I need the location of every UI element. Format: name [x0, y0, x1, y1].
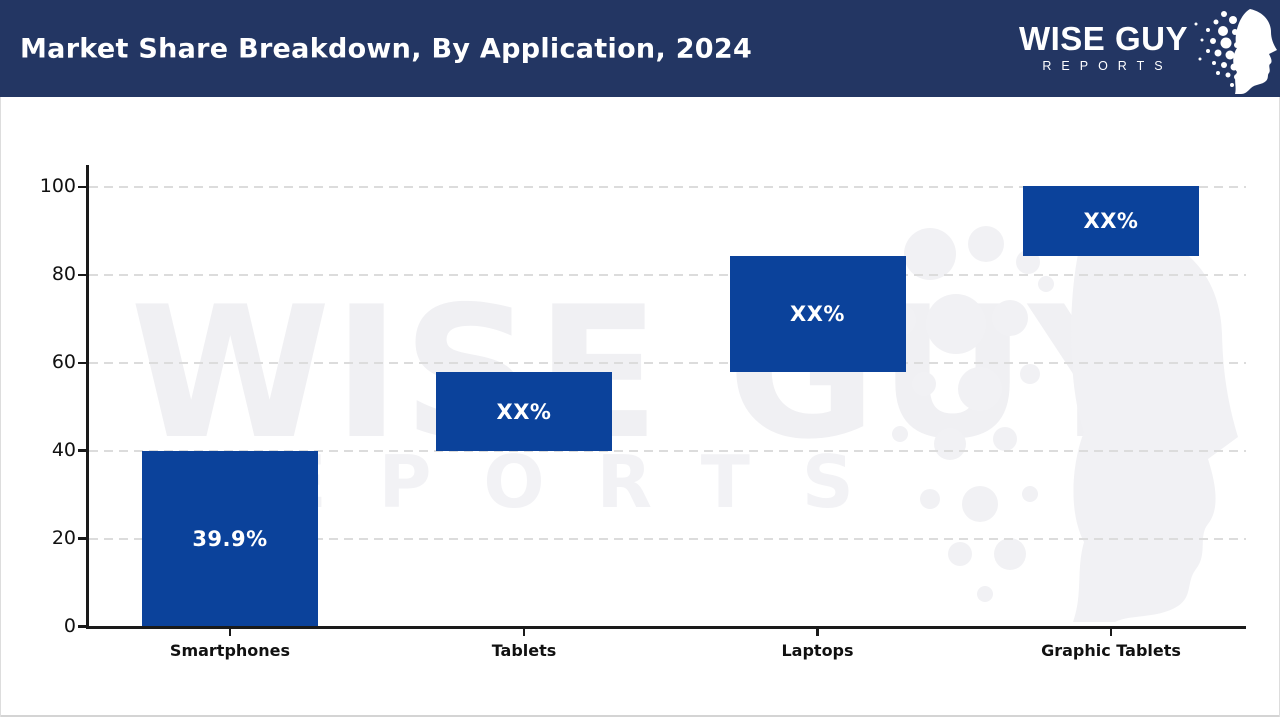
y-tick-label-80: 80 — [51, 262, 76, 285]
watermark-head-icon — [884, 226, 1238, 622]
gridline-60 — [89, 361, 1246, 364]
chart-title: Market Share Breakdown, By Application, … — [20, 33, 753, 64]
bar-label-smartphones: 39.9% — [192, 526, 268, 551]
bar-label-graphic-tablets: XX% — [1083, 209, 1139, 234]
x-axis-spine — [86, 626, 1246, 629]
y-tick-80 — [78, 273, 86, 277]
y-tick-100 — [78, 185, 86, 189]
y-axis-spine — [86, 165, 89, 629]
gridline-20 — [89, 537, 1246, 540]
x-tick-tablets — [522, 629, 526, 636]
left-border-line — [0, 97, 1, 717]
gridline-100 — [89, 186, 1246, 188]
x-tick-laptops — [816, 629, 819, 636]
y-tick-label-0: 0 — [63, 614, 76, 637]
wiseguy-logo: WISE GUY REPORTS — [1019, 0, 1280, 97]
header-bar: Market Share Breakdown, By Application, … — [0, 0, 1280, 97]
y-tick-0 — [78, 625, 86, 628]
bar-laptops: XX% — [729, 256, 906, 373]
y-tick-20 — [78, 537, 86, 540]
bar-smartphones: 39.9% — [142, 451, 318, 627]
logo-wordmark-line1: WISE GUY — [1018, 20, 1188, 57]
bar-graphic-tablets: XX% — [1023, 186, 1199, 256]
x-tick-smartphones — [228, 629, 232, 636]
bottom-border-line — [0, 715, 1280, 717]
y-tick-60 — [78, 361, 86, 365]
bar-tablets: XX% — [436, 372, 612, 452]
logo-head-icon — [1194, 9, 1277, 94]
bar-label-laptops: XX% — [790, 302, 845, 327]
x-category-label-laptops: Laptops — [781, 641, 854, 660]
x-tick-graphic-tablets — [1109, 629, 1113, 636]
y-tick-label-40: 40 — [51, 438, 76, 461]
y-tick-label-60: 60 — [51, 350, 76, 373]
gridline-80 — [89, 273, 1246, 276]
y-tick-40 — [78, 449, 86, 452]
logo-wordmark: WISE GUY REPORTS — [1019, 22, 1188, 73]
x-category-label-smartphones: Smartphones — [169, 641, 291, 660]
x-category-label-graphic-tablets: Graphic Tablets — [1041, 641, 1181, 660]
y-tick-label-100: 100 — [39, 175, 76, 197]
x-category-label-tablets: Tablets — [491, 641, 557, 660]
logo-wordmark-line2: REPORTS — [1042, 59, 1173, 73]
y-tick-label-20: 20 — [51, 526, 76, 549]
bar-label-tablets: XX% — [496, 399, 552, 424]
gridline-40 — [89, 449, 1246, 452]
